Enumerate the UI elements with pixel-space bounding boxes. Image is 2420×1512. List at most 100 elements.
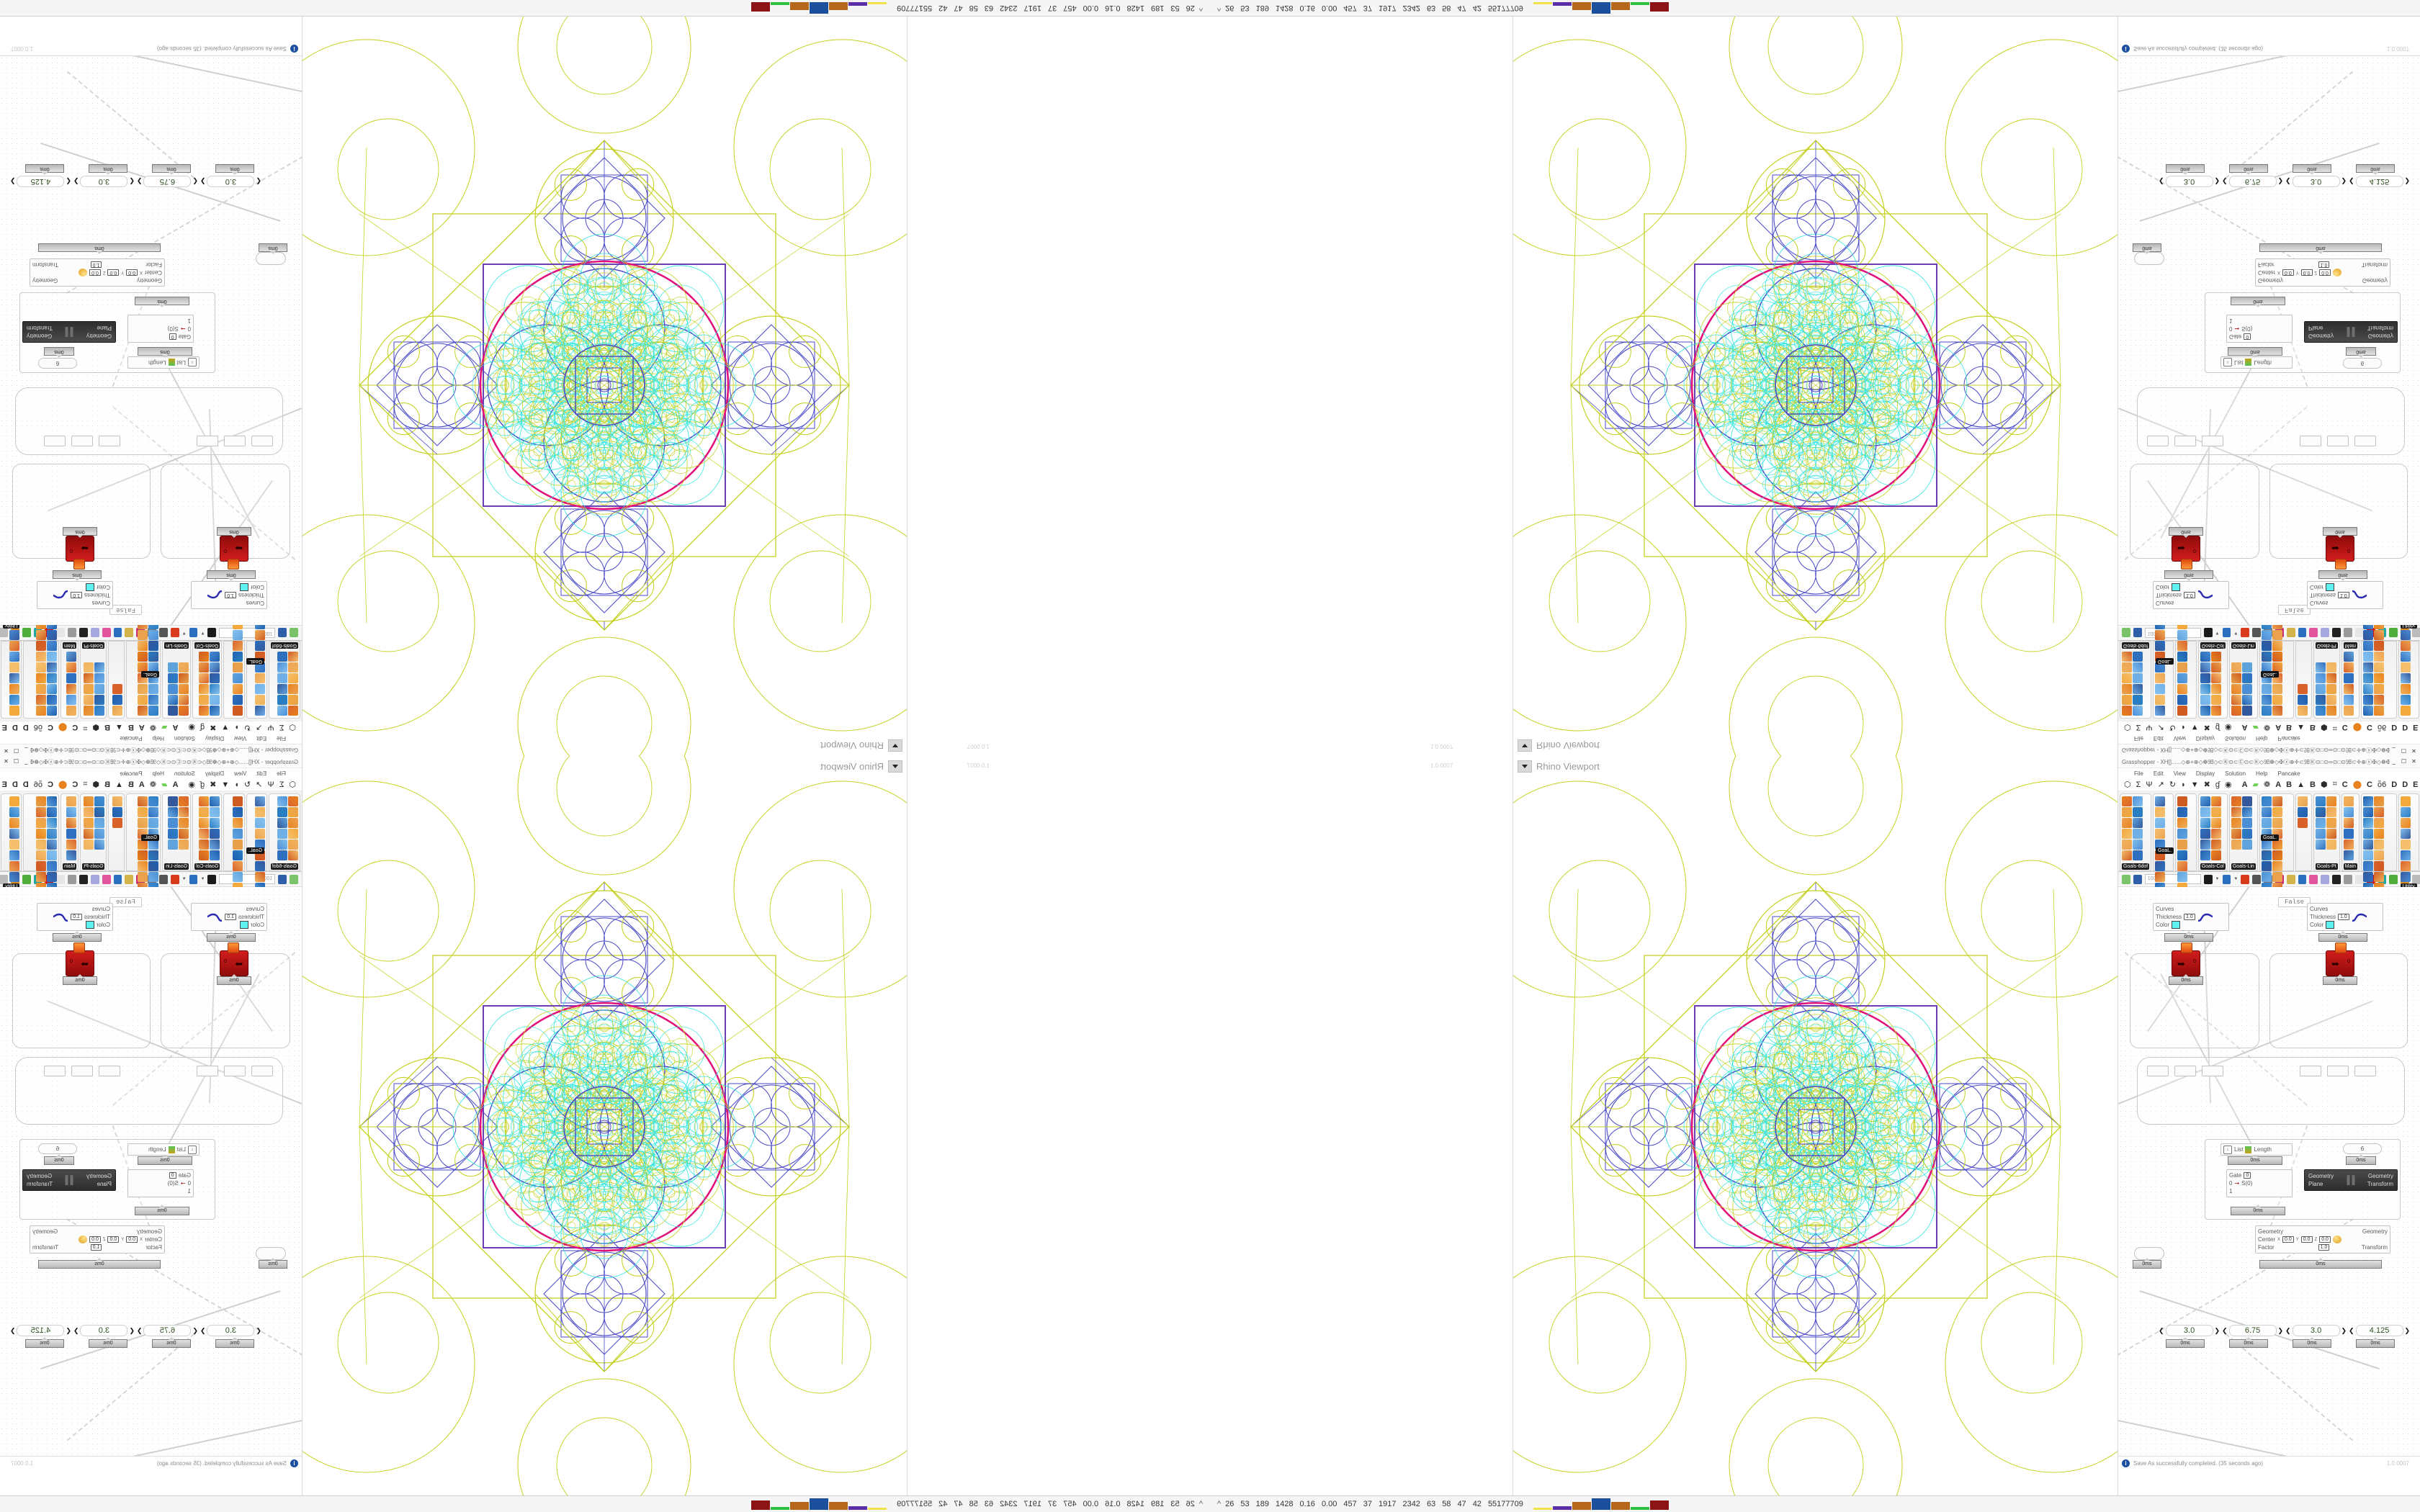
ribbon-group[interactable]: Main bbox=[60, 641, 79, 719]
component-icon[interactable] bbox=[2155, 818, 2165, 828]
component-icon[interactable] bbox=[277, 796, 287, 806]
component-icon[interactable] bbox=[148, 796, 159, 806]
menu-item-file[interactable]: File bbox=[277, 770, 286, 777]
red-component[interactable]: ➥ 0 bbox=[220, 536, 248, 570]
grasshopper-canvas[interactable]: False Curves Thickness 1.0 Color 0ms ➥ 0… bbox=[2118, 56, 2420, 625]
gate-value[interactable]: 0 bbox=[2244, 333, 2251, 340]
slider-value[interactable]: 4.125 bbox=[17, 176, 65, 187]
custom-preview-node[interactable]: Curves Thickness 1.0 Color bbox=[2153, 581, 2229, 609]
factor-field[interactable]: 1.0 bbox=[2318, 261, 2330, 268]
open-folder-icon[interactable] bbox=[2122, 628, 2130, 638]
number-slider[interactable]: ❮ 3.0 ❯ bbox=[2284, 176, 2348, 187]
component-icon[interactable] bbox=[138, 706, 148, 716]
surface-icon[interactable]: ◗ bbox=[2181, 723, 2186, 732]
component-icon[interactable] bbox=[2177, 872, 2188, 882]
component-icon[interactable] bbox=[168, 695, 179, 705]
ribbon-group[interactable]: Goals-6dof bbox=[2120, 793, 2151, 871]
component-icon[interactable] bbox=[2400, 807, 2411, 817]
component-icon[interactable] bbox=[2210, 673, 2221, 683]
component-icon[interactable] bbox=[2343, 662, 2354, 672]
maximize-button[interactable]: ☐ bbox=[13, 758, 19, 765]
component-icon[interactable] bbox=[2343, 840, 2354, 850]
letter-d-icon[interactable]: D bbox=[2391, 723, 2398, 732]
menu-item-help[interactable]: Help bbox=[152, 735, 164, 742]
component-icon[interactable] bbox=[36, 840, 47, 850]
ribbon-group[interactable] bbox=[223, 793, 245, 904]
menu-item-file[interactable]: File bbox=[2134, 735, 2143, 742]
transform-icon[interactable]: ɠ bbox=[200, 780, 205, 789]
intersect-icon[interactable]: ✖ bbox=[2203, 723, 2210, 732]
component-icon[interactable] bbox=[2210, 840, 2221, 850]
menu-bar[interactable]: File Edit View Display Solution Help Pancake bbox=[0, 768, 302, 778]
component-icon[interactable] bbox=[112, 706, 123, 716]
slider-value[interactable]: 6.75 bbox=[2228, 1325, 2277, 1336]
number-slider[interactable]: ❮ 3.0 ❯ bbox=[199, 176, 263, 187]
menu-item-solution[interactable]: Solution bbox=[2225, 770, 2246, 777]
component-icon[interactable] bbox=[2400, 684, 2411, 694]
grasshopper-title-bar[interactable]: Grasshopper - XH[]......◇⊕+⊕◇❁㏨◇⊂Ⓚ⊙⊂Ⓒ⊙⊂Ⓚ… bbox=[2118, 756, 2420, 768]
thickness-field[interactable]: 1.0 bbox=[71, 914, 82, 920]
custom-preview-node[interactable]: Curves Thickness 1.0 Color bbox=[2307, 581, 2383, 609]
component-icon[interactable] bbox=[2362, 673, 2373, 683]
dropdown-caret-icon[interactable]: ▼ bbox=[2215, 877, 2220, 881]
component-icon[interactable] bbox=[84, 807, 94, 817]
save-disk-icon[interactable] bbox=[2133, 628, 2142, 638]
slider-left-arrow-icon[interactable]: ❮ bbox=[2285, 1326, 2291, 1334]
count-value-node[interactable]: 6 bbox=[38, 1143, 77, 1154]
list-length-node[interactable]: ↓ List Length bbox=[127, 356, 200, 369]
component-icon[interactable] bbox=[138, 872, 148, 882]
component-icon[interactable] bbox=[84, 695, 94, 705]
component-icon[interactable] bbox=[232, 861, 243, 871]
component-icon[interactable] bbox=[255, 861, 265, 871]
curve-grid-icon[interactable]: ⌗ bbox=[83, 780, 88, 788]
help-pink-icon[interactable] bbox=[2309, 628, 2318, 638]
letter-c2-icon[interactable]: C bbox=[48, 780, 53, 789]
component-icon[interactable] bbox=[288, 840, 298, 850]
component-icon[interactable] bbox=[199, 652, 210, 662]
component-icon[interactable] bbox=[288, 695, 298, 705]
component-icon[interactable] bbox=[199, 807, 210, 817]
component-icon[interactable] bbox=[2373, 807, 2384, 817]
menu-item-display[interactable]: Display bbox=[2195, 735, 2215, 742]
slider-right-arrow-icon[interactable]: ❯ bbox=[73, 178, 79, 186]
ribbon-tab-label[interactable]: Goals-Pt bbox=[82, 863, 105, 870]
component-icon[interactable] bbox=[2326, 818, 2336, 828]
component-icon[interactable] bbox=[47, 796, 58, 806]
param-node[interactable] bbox=[224, 436, 246, 446]
component-icon[interactable] bbox=[2373, 840, 2384, 850]
ribbon-group[interactable]: GoaL. bbox=[246, 579, 267, 719]
ribbon-tab-label[interactable]: Goals-Pt bbox=[82, 642, 105, 649]
component-icon[interactable] bbox=[255, 641, 265, 651]
ribbon-tab-label[interactable]: Main bbox=[63, 863, 77, 870]
component-icon[interactable] bbox=[210, 673, 220, 683]
component-icon[interactable] bbox=[2177, 861, 2188, 871]
component-icon[interactable] bbox=[2343, 684, 2354, 694]
open-folder-icon[interactable] bbox=[2122, 874, 2130, 884]
param-node[interactable] bbox=[2327, 1066, 2349, 1076]
component-icon[interactable] bbox=[2210, 796, 2221, 806]
component-icon[interactable] bbox=[2315, 695, 2326, 705]
curve-icon[interactable]: ↻ bbox=[2169, 780, 2177, 789]
component-icon[interactable] bbox=[232, 850, 243, 860]
component-icon[interactable] bbox=[199, 662, 210, 672]
slider-right-arrow-icon[interactable]: ❯ bbox=[2214, 1326, 2220, 1334]
component-icon[interactable] bbox=[2241, 662, 2252, 672]
component-icon[interactable] bbox=[2122, 807, 2132, 817]
scale-node[interactable]: Geometry Geometry Center X 0.0 Y 0.0 Z 0… bbox=[2255, 1225, 2390, 1254]
component-icon[interactable] bbox=[47, 706, 58, 716]
component-icon[interactable] bbox=[2362, 850, 2373, 860]
chevron-up-icon[interactable]: ^ bbox=[1217, 1500, 1222, 1508]
component-icon[interactable] bbox=[2362, 807, 2373, 817]
viewport-dropdown-caret-icon[interactable] bbox=[1518, 739, 1532, 752]
green-blob-icon[interactable] bbox=[2389, 874, 2398, 884]
component-icon[interactable] bbox=[2133, 652, 2143, 662]
factor-field[interactable]: 1.0 bbox=[90, 261, 102, 268]
component-icon[interactable] bbox=[277, 850, 287, 860]
ribbon-group[interactable]: Mesh bbox=[23, 600, 60, 719]
component-icon[interactable] bbox=[9, 829, 20, 839]
param-node[interactable] bbox=[44, 436, 66, 446]
component-icon[interactable] bbox=[2177, 662, 2188, 672]
component-icon[interactable] bbox=[36, 818, 47, 828]
component-category-icons[interactable]: ⬡ΣΨ↗↻◗▼✖ɠ◉A▰❁AB▲B⬢⌗C⬤Cὂ6DDEE▒ bbox=[0, 778, 302, 791]
search-magnifier-icon[interactable] bbox=[2298, 628, 2307, 638]
